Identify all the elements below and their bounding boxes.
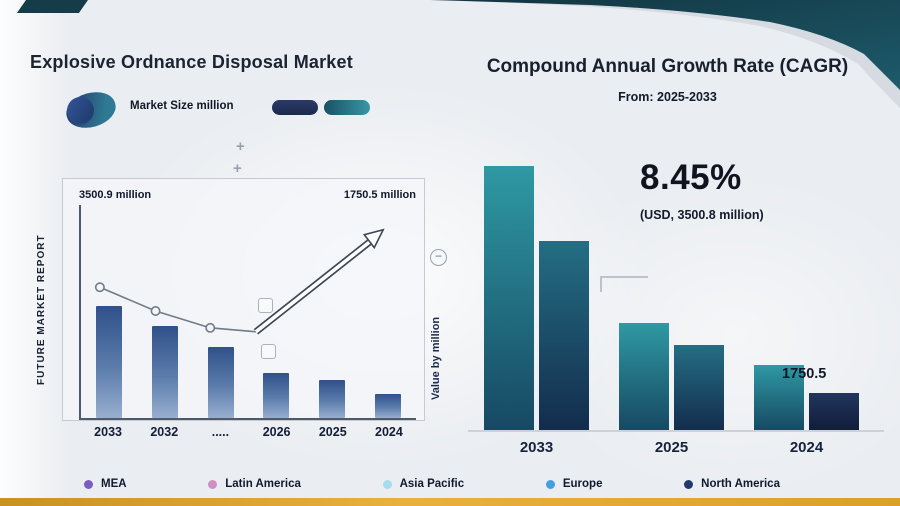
bar-group: 2033	[484, 166, 589, 456]
legend-label: Latin America	[225, 478, 301, 490]
legend-label: North America	[701, 478, 780, 490]
start-annotation: 3500.9 million	[79, 189, 152, 201]
right-plot-area: 2033 2025 2024 1750.5	[468, 160, 884, 456]
cagr-bar	[484, 166, 534, 431]
legend-dot	[208, 479, 218, 489]
legend-item: Latin America	[208, 478, 301, 490]
trend-line	[99, 286, 257, 333]
left-xlabels: 2033 2032..... 2026 2025 2024	[80, 425, 417, 439]
top-right-swoosh	[430, 0, 900, 108]
series-legend: Market Size million	[30, 86, 400, 134]
legend-item: North America	[684, 478, 780, 490]
trend-marker	[94, 282, 105, 293]
swoosh-shadow	[430, 0, 900, 108]
legend-row: MEA Latin America Asia Pacific Europe North …	[84, 478, 780, 490]
right-chart-ylabel: Value by million	[430, 316, 442, 400]
end-value-label: 1750.5	[782, 366, 827, 382]
legend-item: Asia Pacific	[382, 478, 465, 490]
left-chart-panel: 3500.9 million 1750.5 million	[62, 178, 425, 421]
x-axis-label: 2025	[318, 425, 347, 439]
pill-dark-decoration	[272, 100, 318, 115]
cagr-bar	[809, 393, 859, 431]
pill-teal-decoration	[324, 100, 370, 115]
bottom-gold-strip	[0, 498, 900, 506]
x-axis-baseline	[468, 430, 884, 432]
page-title: Explosive Ordnance Disposal Market	[30, 52, 353, 72]
trend-marker	[150, 306, 161, 316]
plus-icon: +	[233, 160, 242, 177]
cagr-subtitle: From: 2025-2033	[618, 90, 717, 104]
legend-dot	[382, 479, 392, 489]
legend-label: Europe	[562, 478, 603, 490]
x-axis-label: 2033	[94, 425, 122, 439]
cagr-title: Compound Annual Growth Rate (CAGR)	[486, 56, 849, 77]
background-blob	[0, 0, 70, 506]
legend-item: Europe	[545, 478, 603, 490]
bar-group: 2025	[619, 323, 724, 456]
legend-label: MEA	[101, 478, 127, 490]
legend-dot	[684, 479, 694, 489]
top-left-accent	[16, 0, 89, 13]
right-bars: 2033 2025 2024	[478, 160, 872, 456]
legend-item: MEA	[84, 478, 127, 490]
legend-dot	[545, 479, 555, 489]
legend-label: Asia Pacific	[399, 478, 465, 490]
cylinder-icon	[62, 86, 120, 134]
left-plot-area	[79, 205, 416, 420]
trend-marker	[205, 322, 216, 333]
arrow-shaft	[254, 239, 373, 334]
minus-circle-icon: −	[430, 249, 447, 266]
x-axis-label: 2026	[262, 425, 291, 439]
x-axis-label: 2024	[375, 425, 403, 439]
series-label: Market Size million	[130, 100, 234, 112]
end-annotation: 1750.5 million	[343, 189, 416, 201]
left-chart-ylabel: FUTURE MARKET REPORT	[36, 234, 47, 386]
x-axis-label: 2033	[519, 439, 554, 456]
cagr-bar	[674, 345, 724, 431]
x-axis-label: 2025	[654, 439, 689, 456]
cagr-bar	[539, 241, 589, 431]
plus-icon: +	[236, 138, 245, 155]
cagr-bar	[619, 323, 669, 431]
swoosh-dark	[430, 0, 900, 90]
x-axis-label: 2024	[789, 439, 824, 456]
x-axis-label: .....	[211, 425, 230, 439]
trend-arrow-overlay	[94, 228, 385, 335]
x-axis-label: 2032	[150, 425, 179, 439]
square-icon	[258, 298, 273, 313]
square-icon	[261, 344, 276, 359]
legend-dot	[84, 479, 93, 489]
